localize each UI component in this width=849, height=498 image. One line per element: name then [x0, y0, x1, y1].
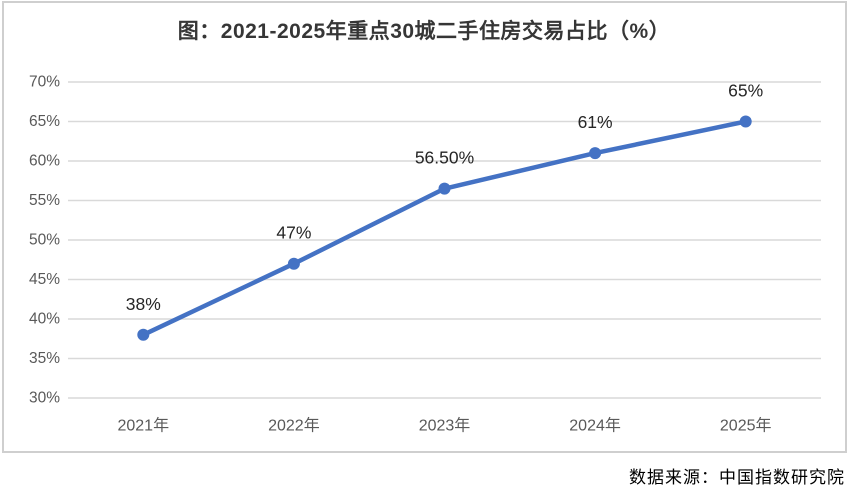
- x-axis-tick-label: 2021年: [117, 417, 169, 435]
- data-point-marker: [438, 182, 451, 195]
- y-axis-tick-label: 65%: [29, 113, 60, 130]
- data-point-label: 65%: [728, 81, 763, 101]
- y-axis-tick-label: 35%: [29, 350, 60, 367]
- data-point-label: 56.50%: [415, 148, 474, 168]
- data-point-marker: [287, 257, 300, 270]
- data-point-marker: [137, 328, 150, 341]
- data-point-marker: [739, 115, 752, 128]
- data-source-note: 数据来源：中国指数研究院: [629, 468, 845, 487]
- y-axis-tick-label: 45%: [29, 271, 60, 288]
- data-point-label: 61%: [578, 112, 613, 132]
- data-point-label: 47%: [276, 223, 311, 243]
- y-axis-tick-label: 60%: [29, 153, 60, 170]
- data-point-marker: [589, 147, 602, 160]
- y-axis-tick-label: 30%: [29, 390, 60, 407]
- y-axis-tick-label: 70%: [29, 74, 60, 91]
- x-axis-tick-label: 2022年: [268, 417, 320, 435]
- x-axis-tick-label: 2023年: [419, 417, 471, 435]
- chart-frame: [2, 1, 847, 453]
- chart-title: 图：2021-2025年重点30城二手住房交易占比（%）: [177, 20, 671, 43]
- x-axis-tick-label: 2025年: [720, 417, 772, 435]
- data-point-label: 38%: [126, 294, 161, 314]
- y-axis-tick-label: 55%: [29, 192, 60, 209]
- y-axis-tick-label: 50%: [29, 232, 60, 249]
- x-axis-tick-label: 2024年: [569, 417, 621, 435]
- y-axis-tick-label: 40%: [29, 311, 60, 328]
- line-chart-plot: 30% 35% 40% 45% 50% 55% 60% 65% 70% 2021年 2022年 202…: [29, 74, 821, 435]
